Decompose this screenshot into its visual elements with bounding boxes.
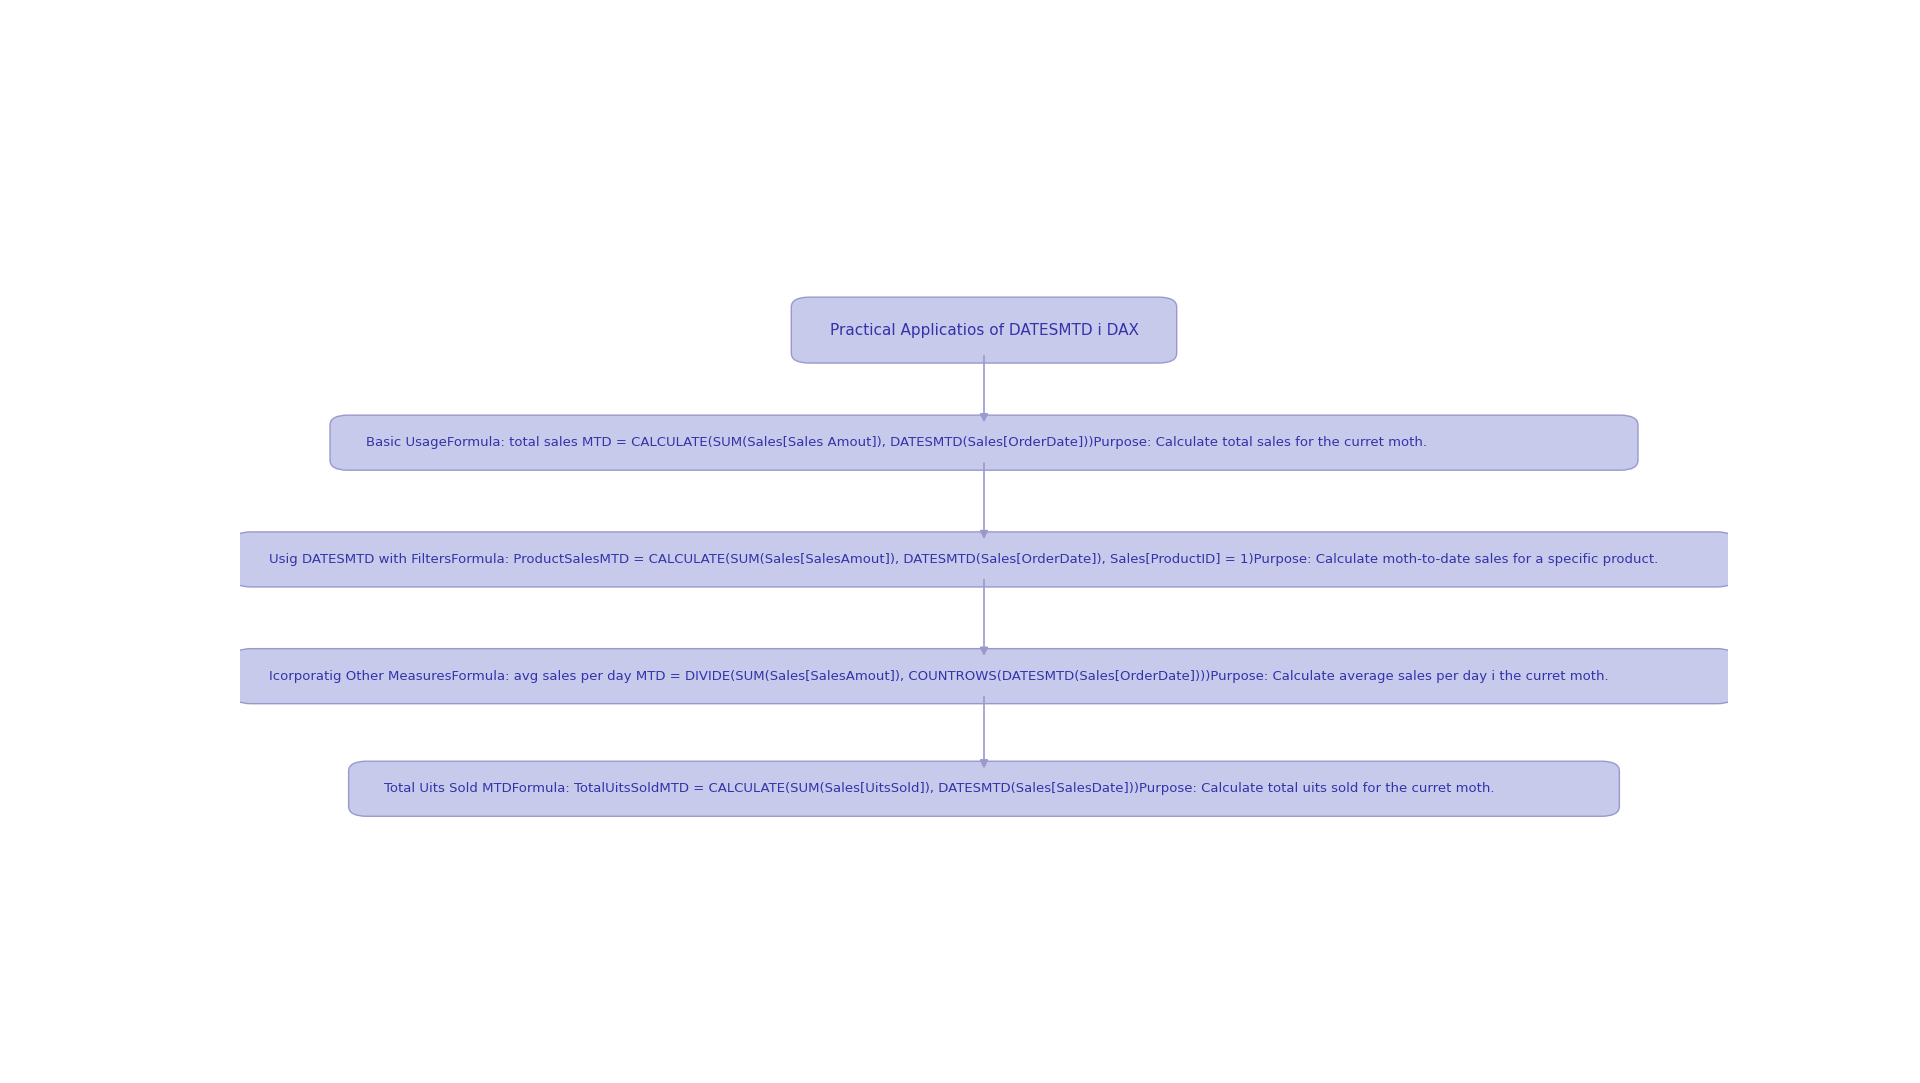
Text: Usig DATESMTD with FiltersFormula: ProductSalesMTD = CALCULATE(SUM(Sales[SalesAm: Usig DATESMTD with FiltersFormula: Produ… bbox=[269, 553, 1659, 566]
Text: Practical Applicatios of DATESMTD i DAX: Practical Applicatios of DATESMTD i DAX bbox=[829, 323, 1139, 338]
Text: Basic UsageFormula: total sales MTD = CALCULATE(SUM(Sales[Sales Amout]), DATESMT: Basic UsageFormula: total sales MTD = CA… bbox=[365, 436, 1427, 449]
FancyBboxPatch shape bbox=[791, 297, 1177, 363]
Text: Icorporatig Other MeasuresFormula: avg sales per day MTD = DIVIDE(SUM(Sales[Sale: Icorporatig Other MeasuresFormula: avg s… bbox=[269, 669, 1609, 682]
FancyBboxPatch shape bbox=[330, 415, 1638, 470]
FancyBboxPatch shape bbox=[234, 532, 1734, 587]
Text: Total Uits Sold MTDFormula: TotalUitsSoldMTD = CALCULATE(SUM(Sales[UitsSold]), D: Total Uits Sold MTDFormula: TotalUitsSol… bbox=[384, 782, 1496, 795]
FancyBboxPatch shape bbox=[234, 649, 1734, 704]
FancyBboxPatch shape bbox=[349, 761, 1619, 817]
